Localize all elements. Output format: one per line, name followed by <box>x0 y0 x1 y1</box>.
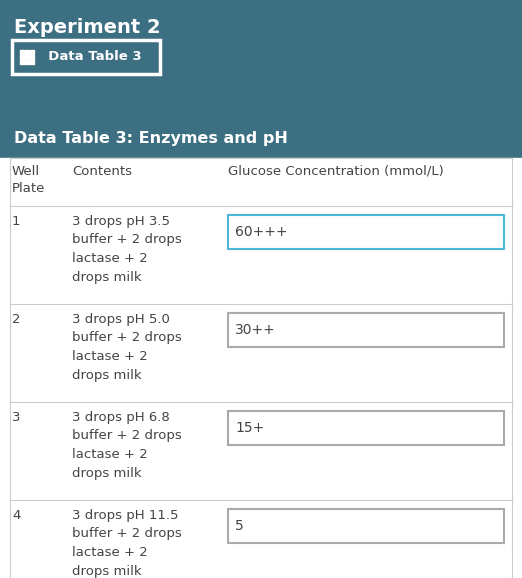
Bar <box>30 60 33 64</box>
Text: Experiment 2: Experiment 2 <box>14 18 161 37</box>
Text: 3 drops pH 5.0
buffer + 2 drops
lactase + 2
drops milk: 3 drops pH 5.0 buffer + 2 drops lactase … <box>72 313 182 381</box>
Text: 3: 3 <box>12 411 20 424</box>
Text: 3 drops pH 11.5
buffer + 2 drops
lactase + 2
drops milk: 3 drops pH 11.5 buffer + 2 drops lactase… <box>72 509 182 577</box>
Bar <box>25 60 29 64</box>
Bar <box>20 55 23 59</box>
Bar <box>20 50 23 54</box>
Bar <box>228 313 504 347</box>
Text: 30++: 30++ <box>235 323 276 337</box>
Bar <box>25 50 29 54</box>
Bar <box>0 158 522 578</box>
FancyBboxPatch shape <box>12 40 160 74</box>
Text: 60+++: 60+++ <box>235 225 288 239</box>
Text: 2: 2 <box>12 313 20 326</box>
Text: 3 drops pH 6.8
buffer + 2 drops
lactase + 2
drops milk: 3 drops pH 6.8 buffer + 2 drops lactase … <box>72 411 182 480</box>
Text: 15+: 15+ <box>235 421 264 435</box>
Text: Well
Plate: Well Plate <box>12 165 45 195</box>
Text: 5: 5 <box>235 519 244 533</box>
Text: Contents: Contents <box>72 165 132 178</box>
Text: Glucose Concentration (mmol/L): Glucose Concentration (mmol/L) <box>228 165 444 178</box>
Text: 1: 1 <box>12 215 20 228</box>
Bar <box>30 55 33 59</box>
Bar <box>20 60 23 64</box>
Text: 4: 4 <box>12 509 20 522</box>
Bar <box>228 215 504 249</box>
Bar <box>30 50 33 54</box>
Bar <box>25 55 29 59</box>
Text: Data Table 3: Data Table 3 <box>39 50 141 64</box>
Text: 3 drops pH 3.5
buffer + 2 drops
lactase + 2
drops milk: 3 drops pH 3.5 buffer + 2 drops lactase … <box>72 215 182 283</box>
Bar <box>228 509 504 543</box>
Text: Data Table 3: Enzymes and pH: Data Table 3: Enzymes and pH <box>14 132 288 146</box>
Bar <box>228 411 504 445</box>
